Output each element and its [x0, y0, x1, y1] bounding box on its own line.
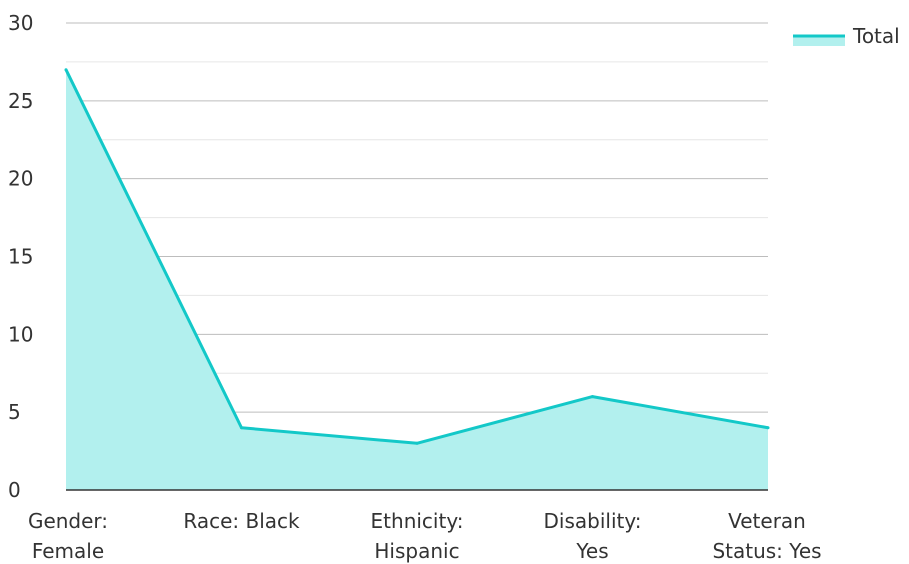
y-tick-label: 0 [8, 478, 21, 502]
legend: Total [793, 24, 900, 48]
x-category-label-line: Race: Black [183, 509, 300, 533]
y-tick-label: 5 [8, 400, 21, 424]
data-point [64, 68, 68, 72]
y-tick-label: 10 [8, 322, 33, 346]
x-category-label-line: Female [32, 539, 104, 563]
y-tick-label: 15 [8, 245, 33, 269]
y-tick-label: 20 [8, 167, 33, 191]
x-category-label: Disability: Yes [544, 509, 642, 563]
x-category-label-line: Status: Yes [712, 539, 821, 563]
x-category-label-line: Disability: [544, 509, 642, 533]
x-category-label-line: Gender: [28, 509, 108, 533]
legend-label: Total [852, 24, 900, 48]
legend-swatch-fill [793, 36, 845, 46]
y-tick-label: 30 [8, 11, 33, 35]
x-category-label: Race: Black [183, 509, 300, 533]
series-area [66, 69, 768, 490]
x-category-label: Veteran Status: Yes [712, 509, 821, 563]
x-category-label: Gender: Female [28, 509, 108, 563]
data-point [240, 426, 243, 430]
data-point [591, 395, 594, 399]
x-category-label-line: Ethnicity: [371, 509, 464, 533]
x-category-label-line: Hispanic [374, 539, 459, 563]
x-category-label-line: Veteran [728, 509, 806, 533]
data-point [415, 441, 419, 445]
axis-layer: 0 5 10 15 20 25 30 Gender: Female Race: Black Ethn… [8, 11, 822, 563]
data-point [766, 426, 770, 430]
x-category-label: Ethnicity: Hispanic [371, 509, 464, 563]
series-area-layer [64, 68, 770, 490]
x-category-label-line: Yes [575, 539, 608, 563]
y-tick-label: 25 [8, 89, 33, 113]
